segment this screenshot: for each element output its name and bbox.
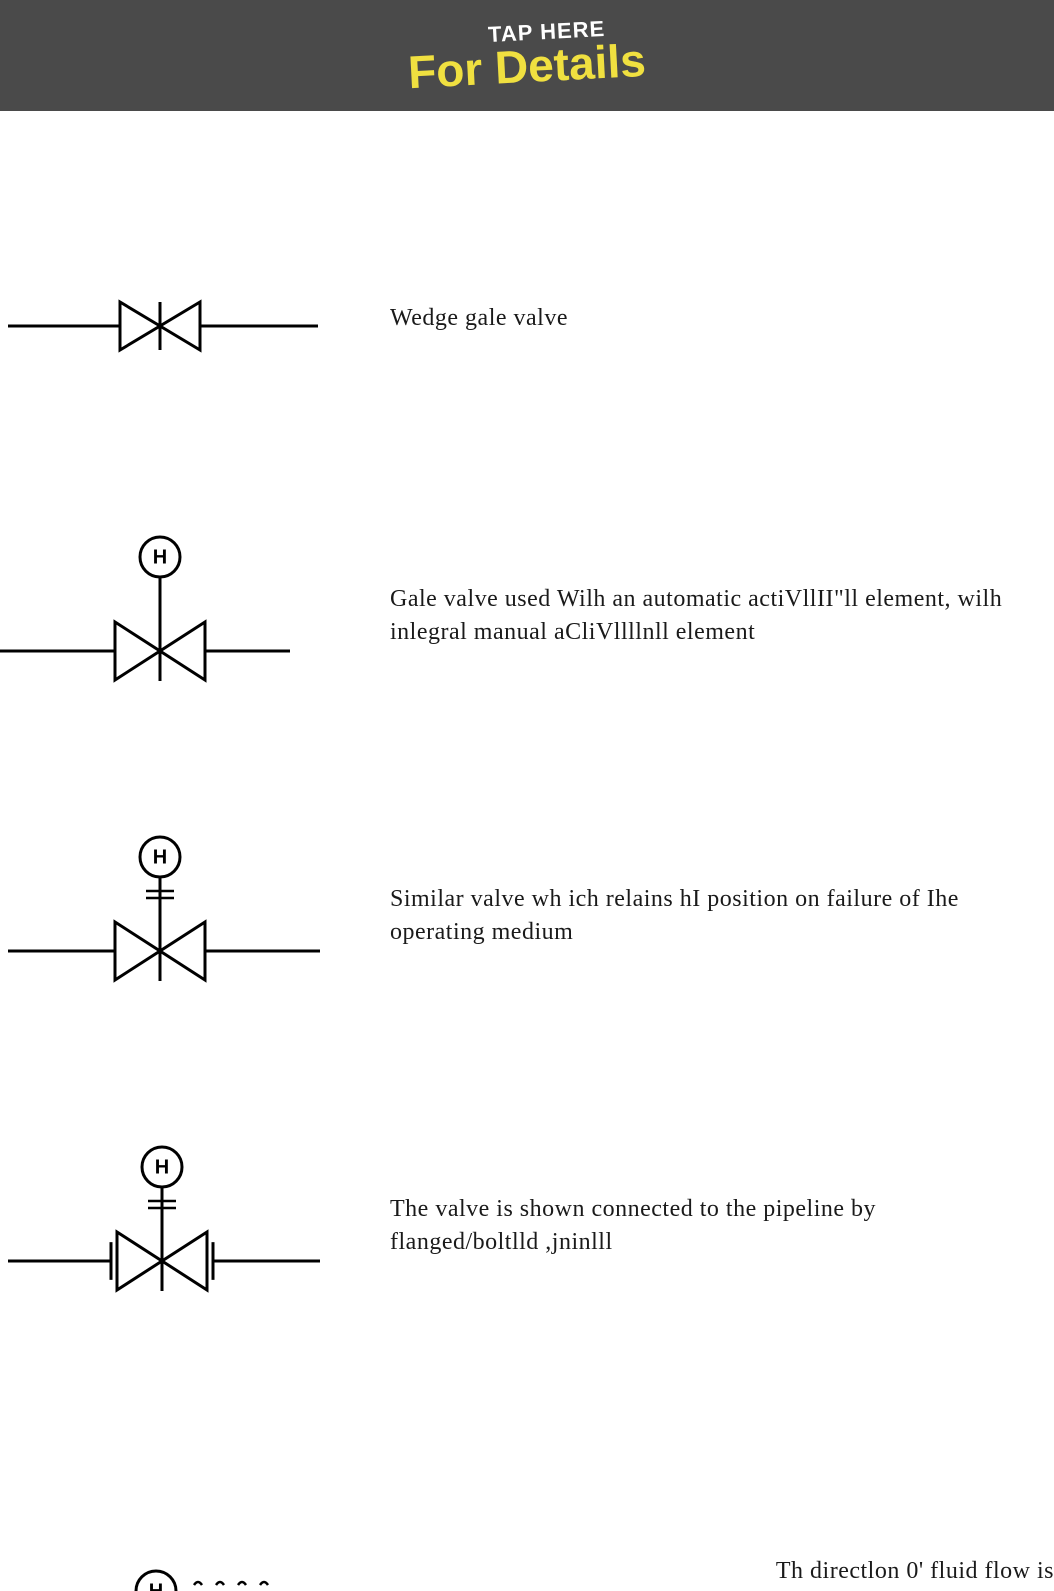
symbol-cell: H xyxy=(0,531,390,700)
valve-retains-position-icon: H xyxy=(0,831,390,1000)
symbol-description: The valve is shown connected to the pipe… xyxy=(390,1193,1054,1258)
svg-text:H: H xyxy=(149,1580,163,1591)
symbol-cell: H xyxy=(0,1141,390,1310)
svg-text:H: H xyxy=(153,846,167,868)
cutoff-symbol-fragment: H xyxy=(0,1551,390,1591)
tap-here-banner[interactable]: TAP HERE For Details xyxy=(0,0,1054,111)
symbol-description: Gale valve used Wilh an automatic actiVl… xyxy=(390,583,1054,648)
svg-text:H: H xyxy=(155,1156,169,1178)
gate-valve-auto-actuator-icon: H xyxy=(0,531,390,700)
valve-flanged-icon: H xyxy=(0,1141,390,1310)
banner-bottom-text: For Details xyxy=(407,32,647,98)
svg-text:H: H xyxy=(153,546,167,568)
symbol-row: H Similar valve wh ich relains hI positio… xyxy=(0,831,1054,1000)
wedge-gate-valve-icon xyxy=(0,266,390,370)
symbol-row: H The valve is shown connected to the pip… xyxy=(0,1141,1054,1310)
symbol-cell: H xyxy=(0,831,390,1000)
symbol-row: H Gale valve used Wilh an automatic actiV… xyxy=(0,531,1054,700)
symbol-description: Similar valve wh ich relains hI position… xyxy=(390,883,1054,948)
symbol-description: Wedge gale valve xyxy=(390,302,1054,334)
symbol-cell xyxy=(0,266,390,370)
cutoff-row: H Th directlon 0' fluid flow is xyxy=(0,1551,1054,1591)
symbol-row: Wedge gale valve xyxy=(0,266,1054,370)
cutoff-text-fragment: Th directlon 0' fluid flow is xyxy=(776,1558,1054,1585)
